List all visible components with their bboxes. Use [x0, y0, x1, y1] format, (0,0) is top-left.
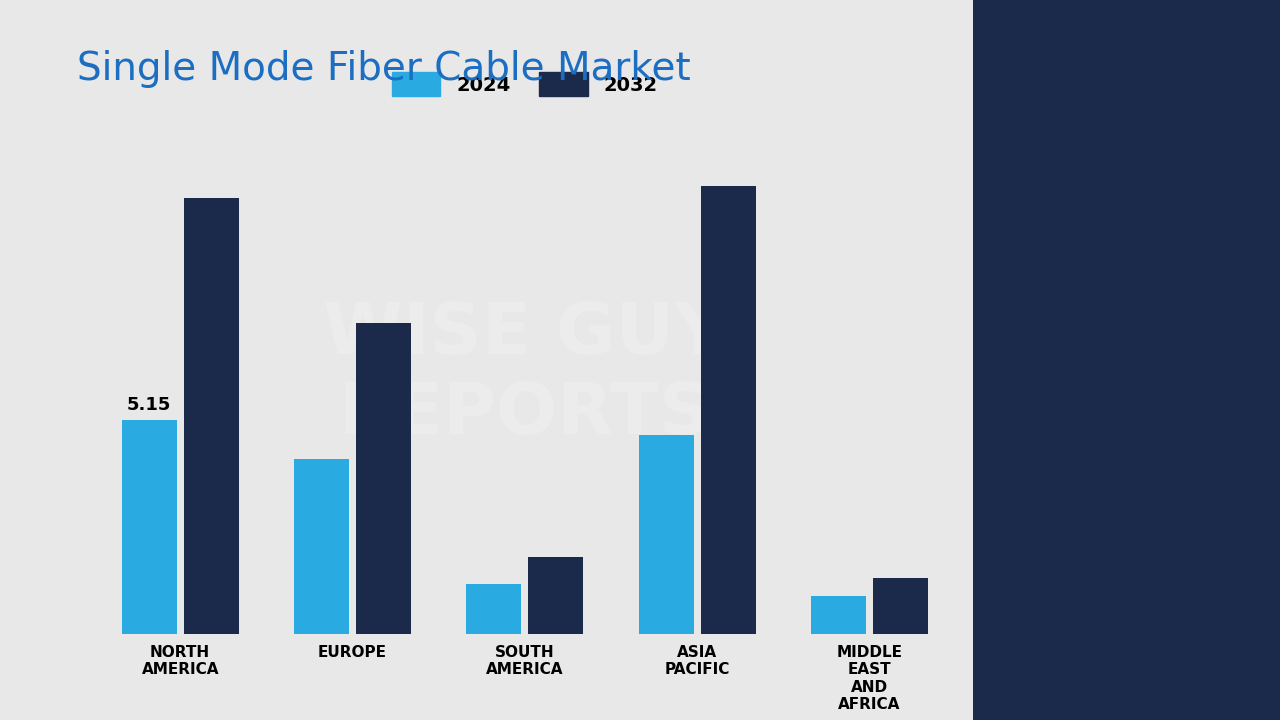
Bar: [873, 577, 928, 634]
Bar: [356, 323, 411, 634]
Bar: [810, 596, 867, 634]
Bar: [122, 420, 177, 634]
Bar: [183, 198, 239, 634]
Text: 5.15: 5.15: [127, 396, 172, 414]
Legend: 2024, 2032: 2024, 2032: [383, 63, 667, 106]
Text: WISE GUY
REPORTS: WISE GUY REPORTS: [323, 300, 727, 449]
Bar: [639, 435, 694, 634]
Text: Single Mode Fiber Cable Market: Single Mode Fiber Cable Market: [77, 50, 690, 89]
Bar: [466, 584, 521, 634]
Bar: [529, 557, 584, 634]
Bar: [700, 186, 755, 634]
Bar: [294, 459, 349, 634]
